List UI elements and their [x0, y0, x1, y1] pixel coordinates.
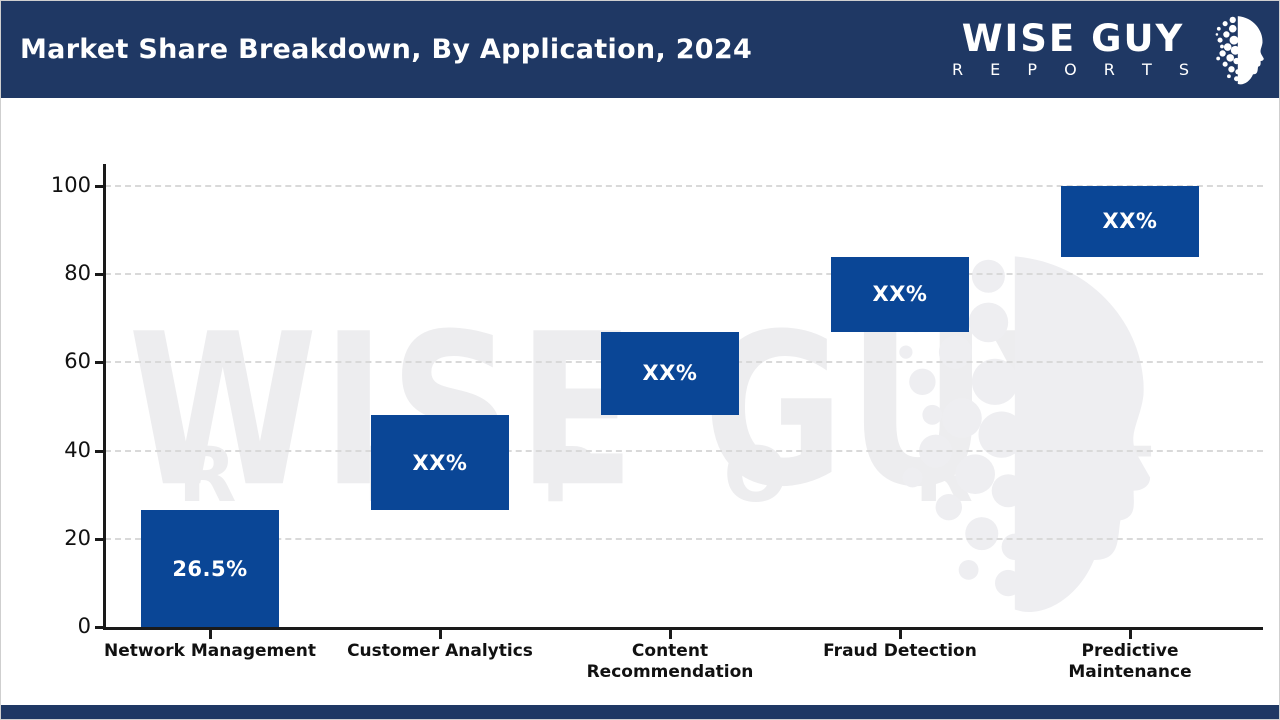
y-tick-label-100: 100 — [50, 173, 91, 197]
gridline-20 — [105, 537, 1263, 540]
x-tick-4 — [1129, 630, 1132, 639]
logo-line1: WISE GUY — [961, 16, 1185, 60]
y-tick-40 — [95, 449, 103, 453]
y-tick-label-80: 80 — [64, 261, 91, 286]
y-tick-label-60: 60 — [64, 349, 91, 374]
bar-network-management: 26.5% — [141, 510, 279, 627]
header-bar: Market Share Breakdown, By Application, … — [0, 0, 1280, 98]
x-tick-0 — [209, 630, 212, 639]
x-category-label: Network Management — [103, 641, 316, 661]
y-tick-100 — [95, 185, 103, 188]
x-tick-2 — [669, 630, 672, 639]
y-tick-20 — [95, 537, 103, 541]
y-tick-label-0: 0 — [77, 614, 91, 638]
logo-text: WISE GUY R E P O R T S — [946, 16, 1200, 80]
gridline-40 — [105, 449, 1263, 452]
x-category-label: Content Recommendation — [586, 641, 754, 682]
bar-content-recommendation: XX% — [601, 331, 739, 416]
y-tick-label-20: 20 — [64, 525, 91, 550]
footer-bar — [0, 705, 1280, 720]
bar-customer-analytics: XX% — [371, 415, 509, 511]
x-category-label: Predictive Maintenance — [1068, 641, 1192, 682]
logo-line2: R E P O R T S — [951, 59, 1200, 79]
y-tick-60 — [95, 361, 103, 365]
y-tick-label-40: 40 — [64, 437, 91, 462]
y-tick-80 — [95, 273, 103, 277]
bar-value-label: XX% — [872, 282, 928, 307]
bar-predictive-maintenance: XX% — [1061, 186, 1199, 257]
x-tick-3 — [899, 630, 902, 639]
y-axis-line — [103, 163, 106, 630]
x-category-label: Fraud Detection — [823, 641, 977, 661]
y-tick-0 — [95, 626, 103, 629]
bar-fraud-detection: XX% — [831, 256, 969, 332]
gridline-80 — [105, 273, 1263, 276]
bar-value-label: XX% — [642, 361, 698, 386]
x-category-label: Customer Analytics — [347, 641, 533, 661]
x-axis-line — [103, 627, 1263, 630]
bar-value-label: 26.5% — [172, 556, 248, 581]
x-tick-1 — [439, 630, 442, 639]
bar-value-label: XX% — [1102, 209, 1158, 234]
bar-value-label: XX% — [412, 450, 468, 475]
wise-guy-logo: WISE GUY R E P O R T S — [946, 8, 1266, 90]
dotted-face-icon — [1215, 16, 1264, 85]
gridline-100 — [105, 185, 1263, 187]
page-title: Market Share Breakdown, By Application, … — [20, 33, 753, 65]
